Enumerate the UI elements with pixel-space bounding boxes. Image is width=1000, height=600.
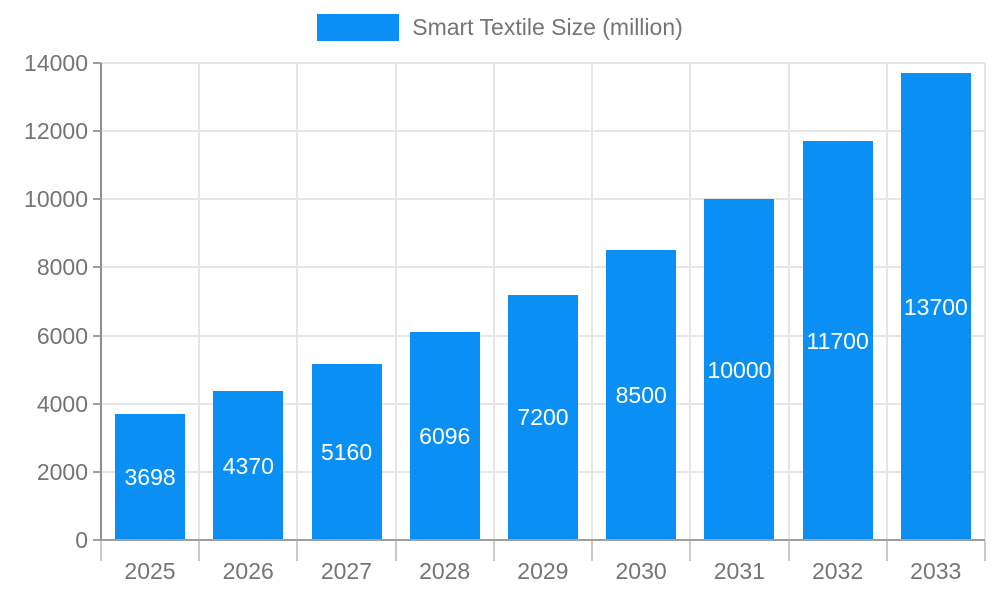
bar[interactable]: 7200 [508, 294, 578, 540]
bar[interactable]: 6096 [409, 332, 480, 540]
y-tick [93, 539, 101, 541]
legend-swatch [317, 14, 400, 41]
y-tick-label: 6000 [36, 322, 88, 349]
gridline-vertical [296, 63, 299, 540]
gridline-horizontal [101, 62, 985, 64]
y-tick-label: 0 [75, 527, 88, 553]
bar-value-label: 4370 [222, 452, 274, 479]
x-tick [689, 541, 692, 561]
y-tick-label: 2000 [36, 458, 88, 485]
bar-value-label: 10000 [707, 356, 772, 383]
x-axis-line [93, 539, 985, 541]
bar[interactable]: 11700 [802, 141, 873, 540]
gridline-horizontal [101, 130, 985, 133]
x-tick-label: 2028 [419, 558, 471, 584]
y-tick [93, 470, 101, 473]
plot-area: 3698 4370 5160 6096 7200 8500 10000 11700 13700 [101, 62, 986, 540]
legend: Smart Textile Size (million) [0, 14, 1000, 41]
gridline-vertical [984, 63, 986, 540]
gridline-vertical [689, 63, 692, 540]
bar[interactable]: 13700 [900, 73, 971, 540]
x-tick-label: 2027 [320, 558, 373, 584]
y-tick-label: 12000 [24, 118, 88, 145]
x-tick [885, 541, 888, 561]
bar[interactable]: 3698 [115, 414, 186, 540]
legend-label: Smart Textile Size (million) [412, 14, 683, 40]
x-tick [100, 541, 102, 561]
y-tick [93, 198, 101, 201]
x-tick [787, 541, 790, 561]
x-tick-label: 2033 [910, 558, 962, 584]
y-tick [93, 266, 101, 269]
gridline-vertical [591, 63, 594, 540]
gridline-horizontal [101, 266, 985, 269]
x-tick [492, 541, 495, 561]
bar[interactable]: 10000 [704, 199, 775, 540]
bar[interactable]: 4370 [213, 391, 284, 540]
x-tick-label: 2029 [517, 558, 569, 584]
x-tick [296, 541, 299, 561]
x-tick-label: 2032 [811, 558, 864, 584]
y-tick [93, 334, 101, 337]
y-tick-label: 4000 [36, 390, 88, 417]
bar[interactable]: 8500 [606, 250, 677, 540]
gridline-vertical [492, 63, 495, 540]
bar[interactable]: 5160 [311, 364, 382, 540]
bar-value-label: 6096 [419, 423, 471, 450]
x-tick [984, 541, 986, 561]
y-axis-line [100, 63, 102, 541]
gridline-vertical [198, 63, 201, 540]
y-tick-label: 14000 [24, 50, 88, 76]
x-tick [591, 541, 594, 561]
bar-value-label: 11700 [806, 327, 869, 354]
y-tick [93, 130, 101, 133]
bar-value-label: 5160 [320, 439, 373, 466]
gridline-vertical [885, 63, 888, 540]
gridline-vertical [787, 63, 790, 540]
x-tick-label: 2030 [615, 558, 667, 584]
gridline-horizontal [101, 198, 985, 201]
x-tick [198, 541, 201, 561]
y-tick [93, 62, 101, 64]
bar-value-label: 13700 [903, 293, 968, 320]
y-tick [93, 402, 101, 405]
x-tick [394, 541, 397, 561]
x-tick-label: 2025 [124, 558, 176, 584]
x-tick-label: 2031 [713, 558, 765, 584]
x-tick-label: 2026 [222, 558, 274, 584]
bar-value-label: 8500 [615, 382, 667, 409]
bar-value-label: 7200 [517, 404, 569, 431]
y-tick-label: 8000 [36, 254, 88, 281]
bar-value-label: 3698 [124, 464, 176, 490]
y-tick-label: 10000 [24, 186, 88, 213]
gridline-vertical [394, 63, 397, 540]
